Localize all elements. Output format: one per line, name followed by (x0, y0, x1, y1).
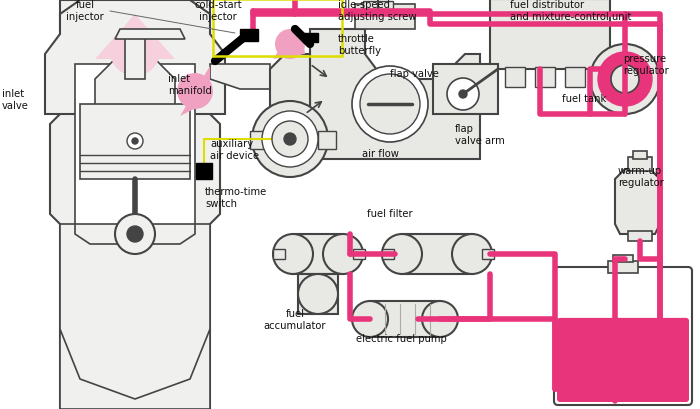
Polygon shape (310, 29, 480, 159)
Circle shape (110, 26, 160, 76)
Circle shape (252, 101, 328, 177)
Circle shape (127, 133, 143, 149)
Circle shape (272, 121, 308, 157)
Circle shape (127, 226, 143, 242)
Bar (273, 249, 285, 259)
Circle shape (262, 111, 318, 167)
Polygon shape (95, 14, 175, 59)
Circle shape (275, 29, 305, 59)
Bar (370, 301, 440, 337)
Text: flap valve: flap valve (390, 69, 439, 79)
Polygon shape (180, 66, 210, 116)
Text: throttle
butterfly: throttle butterfly (338, 34, 381, 56)
Polygon shape (615, 169, 660, 234)
Bar (75, 64, 195, 224)
Circle shape (452, 234, 492, 274)
Text: inlet
manifold: inlet manifold (168, 74, 212, 97)
Circle shape (382, 234, 422, 274)
Bar (482, 249, 494, 259)
Bar (353, 249, 365, 259)
Bar (355, 4, 415, 29)
Text: thermo-time
switch: thermo-time switch (205, 187, 267, 209)
Bar (293, 234, 343, 274)
Polygon shape (95, 59, 175, 114)
Polygon shape (210, 64, 270, 89)
Text: fuel
accumulator: fuel accumulator (264, 309, 326, 331)
Bar (318, 131, 336, 149)
Polygon shape (273, 34, 305, 59)
Circle shape (298, 274, 338, 314)
Bar (240, 29, 258, 41)
Circle shape (447, 78, 479, 110)
Circle shape (360, 74, 420, 134)
Polygon shape (45, 0, 225, 114)
Polygon shape (60, 224, 210, 409)
Bar (80, 104, 190, 179)
Circle shape (352, 301, 388, 337)
Bar (633, 151, 647, 159)
Circle shape (273, 234, 313, 274)
Text: fuel
injector: fuel injector (66, 0, 104, 22)
Text: air flow: air flow (362, 149, 399, 159)
Bar (535, 67, 555, 87)
Bar (490, 0, 610, 69)
Bar (250, 131, 268, 149)
Bar (382, 249, 394, 259)
Bar (433, 64, 498, 114)
Circle shape (590, 44, 660, 114)
Bar (505, 67, 525, 87)
Bar (608, 261, 638, 273)
Circle shape (352, 66, 428, 142)
Polygon shape (60, 329, 210, 409)
Text: idle-speed
adjusting screw: idle-speed adjusting screw (338, 0, 416, 22)
Text: inlet
valve: inlet valve (2, 89, 29, 111)
Circle shape (115, 214, 155, 254)
Bar (125, 34, 145, 79)
Bar (363, 1, 393, 9)
Bar (628, 231, 652, 241)
Polygon shape (115, 29, 185, 39)
Polygon shape (50, 0, 220, 409)
Bar (565, 67, 585, 87)
Bar (303, 33, 318, 42)
Bar (613, 255, 633, 262)
Bar (628, 157, 652, 171)
Text: warm-up
regulator: warm-up regulator (618, 166, 664, 189)
Polygon shape (270, 54, 310, 129)
FancyBboxPatch shape (554, 267, 692, 405)
Text: fuel filter: fuel filter (368, 209, 413, 219)
Bar (610, 69, 625, 89)
Circle shape (284, 133, 296, 145)
Circle shape (323, 234, 363, 274)
Circle shape (132, 138, 138, 144)
Circle shape (177, 73, 213, 109)
Circle shape (598, 52, 652, 106)
FancyBboxPatch shape (557, 318, 689, 402)
Text: auxiliary
air device: auxiliary air device (210, 139, 259, 162)
Text: fuel distributor
and mixture-control unit: fuel distributor and mixture-control uni… (510, 0, 631, 22)
Text: cold-start
injector: cold-start injector (194, 0, 241, 22)
Text: fuel tank: fuel tank (562, 94, 606, 104)
Text: electric fuel pump: electric fuel pump (356, 334, 447, 344)
Bar (196, 163, 212, 179)
Circle shape (422, 301, 458, 337)
Bar (402, 234, 472, 274)
Text: flap
valve arm: flap valve arm (455, 124, 505, 146)
Bar (298, 274, 338, 314)
Circle shape (459, 90, 467, 98)
Circle shape (611, 65, 639, 93)
Text: pressure
regulator: pressure regulator (623, 54, 668, 76)
